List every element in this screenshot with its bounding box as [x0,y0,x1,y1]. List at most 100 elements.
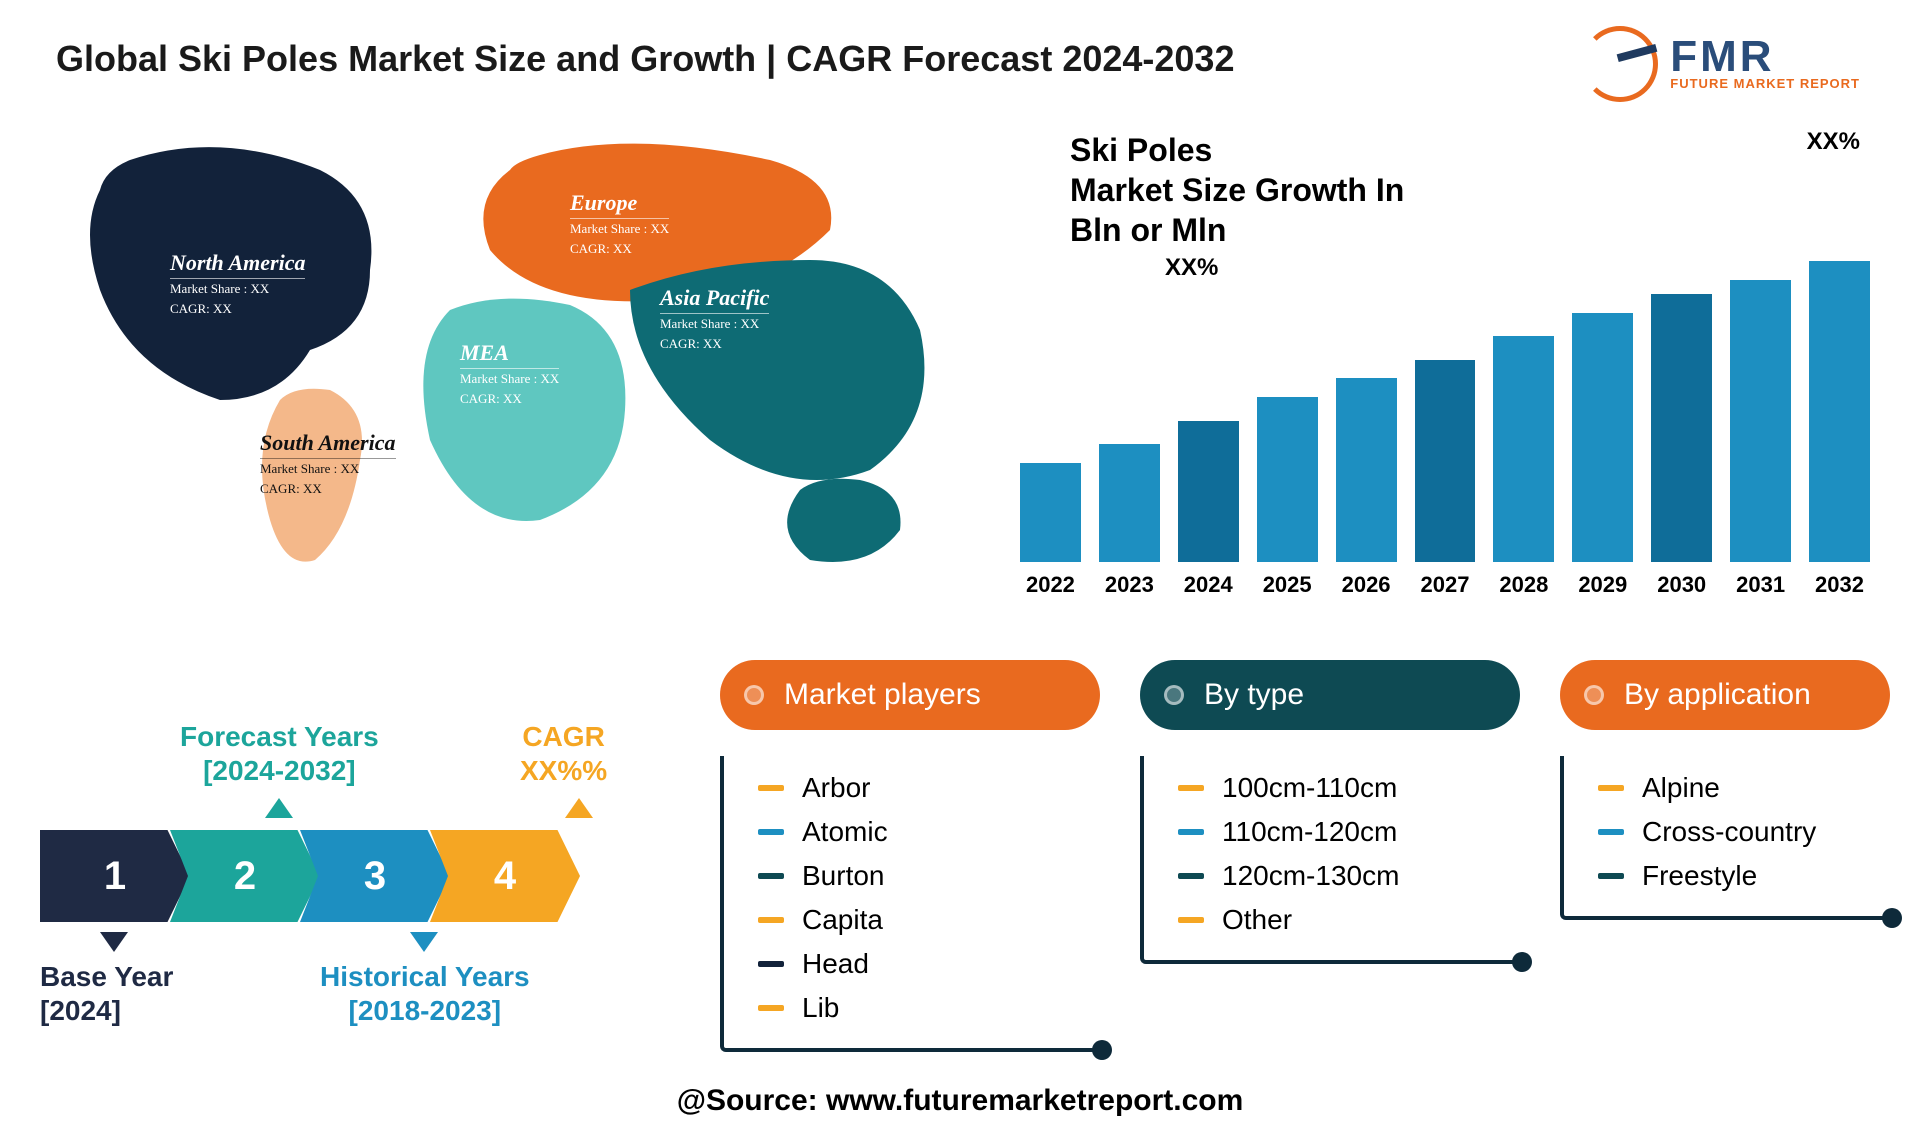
list-item-label: Cross-country [1642,816,1816,848]
arrow-historical [410,932,438,952]
tick-icon [758,917,784,923]
region-mea [423,299,625,521]
bar-year-label: 2027 [1421,572,1470,598]
list-item: Atomic [758,810,1100,854]
label-north-america: North America Market Share : XX CAGR: XX [170,250,305,317]
list-item: Burton [758,854,1100,898]
list-item-label: Capita [802,904,883,936]
list-item-label: 100cm-110cm [1222,772,1397,804]
timeline: Forecast Years [2024-2032] CAGR XX%% 123… [40,660,670,1080]
growth-bar-chart: Ski Poles Market Size Growth In Bln or M… [1000,130,1870,590]
dot-icon [1164,685,1184,705]
tick-icon [1598,829,1624,835]
label-mea: MEA Market Share : XX CAGR: XX [460,340,559,407]
bar-2022: 2022 [1020,463,1081,598]
bar-rect [1730,280,1791,562]
logo-sub: FUTURE MARKET REPORT [1670,76,1860,91]
list-item-label: 110cm-120cm [1222,816,1397,848]
label-historical: Historical Years [2018-2023] [320,960,530,1027]
tick-icon [758,1005,784,1011]
list-item-label: Burton [802,860,885,892]
list-item: 110cm-120cm [1178,810,1520,854]
bar-rect [1651,294,1712,562]
list-item: Other [1178,898,1520,942]
bar-year-label: 2025 [1263,572,1312,598]
list-item: 120cm-130cm [1178,854,1520,898]
chevron-4: 4 [430,830,580,922]
bar-2025: 2025 [1257,397,1318,598]
bar-2026: 2026 [1336,378,1397,598]
label-europe: Europe Market Share : XX CAGR: XX [570,190,669,257]
label-cagr: CAGR XX%% [520,720,607,787]
list-item: Freestyle [1598,854,1890,898]
tick-icon [1178,917,1204,923]
brand-logo: FMR FUTURE MARKET REPORT [1582,26,1860,102]
bar-2023: 2023 [1099,444,1160,598]
bar-rect [1178,421,1239,562]
label-forecast: Forecast Years [2024-2032] [180,720,379,787]
tick-icon [758,961,784,967]
arrow-cagr [565,798,593,818]
list-item: Head [758,942,1100,986]
list-item: Capita [758,898,1100,942]
list-item: Lib [758,986,1100,1030]
label-south-america: South America Market Share : XX CAGR: XX [260,430,396,497]
list-item-label: Lib [802,992,839,1024]
list-item: Arbor [758,766,1100,810]
bar-2031: 2031 [1730,280,1791,598]
bar-year-label: 2026 [1342,572,1391,598]
bar-year-label: 2031 [1736,572,1785,598]
bar-rect [1572,313,1633,562]
bar-year-label: 2029 [1578,572,1627,598]
bar-2027: 2027 [1415,360,1476,598]
tick-icon [758,785,784,791]
tick-icon [1598,785,1624,791]
list-item: Cross-country [1598,810,1890,854]
bar-2028: 2028 [1493,336,1554,598]
list-item: 100cm-110cm [1178,766,1520,810]
annot-start: XX% [1165,254,1218,282]
label-asia-pacific: Asia Pacific Market Share : XX CAGR: XX [660,285,769,352]
tick-icon [758,829,784,835]
bar-2030: 2030 [1651,294,1712,598]
chart-title-line3: Bln or Mln [1070,210,1870,250]
bar-rect [1809,261,1870,562]
source-line: @Source: www.futuremarketreport.com [0,1084,1920,1118]
arrow-base [100,932,128,952]
world-map: North America Market Share : XX CAGR: XX… [70,140,950,580]
bar-year-label: 2028 [1499,572,1548,598]
bar-rect [1415,360,1476,562]
page-title: Global Ski Poles Market Size and Growth … [56,38,1234,80]
chart-title-line2: Market Size Growth In [1070,170,1870,210]
chevron-2: 2 [170,830,320,922]
list-item-label: Atomic [802,816,888,848]
list-item: Alpine [1598,766,1890,810]
annot-end: XX% [1807,128,1860,156]
bar-rect [1493,336,1554,562]
list-item-label: Alpine [1642,772,1720,804]
bar-year-label: 2023 [1105,572,1154,598]
category-by-type: By type 100cm-110cm 110cm-120cm 120cm-130c… [1140,660,1520,964]
bar-year-label: 2030 [1657,572,1706,598]
bar-rect [1257,397,1318,562]
arrow-forecast [265,798,293,818]
category-by-application: By application AlpineCross-countryFreest… [1560,660,1890,920]
pill-by-type: By type [1140,660,1520,730]
tick-icon [758,873,784,879]
telescope-icon [1582,26,1658,102]
logo-main: FMR [1670,37,1860,77]
dot-icon [1584,685,1604,705]
list-item-label: Head [802,948,869,980]
bar-year-label: 2022 [1026,572,1075,598]
list-item-label: Arbor [802,772,870,804]
pill-market-players: Market players [720,660,1100,730]
list-item-label: Other [1222,904,1292,936]
list-item-label: Freestyle [1642,860,1757,892]
bar-2024: 2024 [1178,421,1239,598]
tick-icon [1178,873,1204,879]
bar-year-label: 2032 [1815,572,1864,598]
category-market-players: Market players Arbor Atomic Burton Capita He… [720,660,1100,1052]
list-item-label: 120cm-130cm [1222,860,1399,892]
bar-year-label: 2024 [1184,572,1233,598]
tick-icon [1178,829,1204,835]
